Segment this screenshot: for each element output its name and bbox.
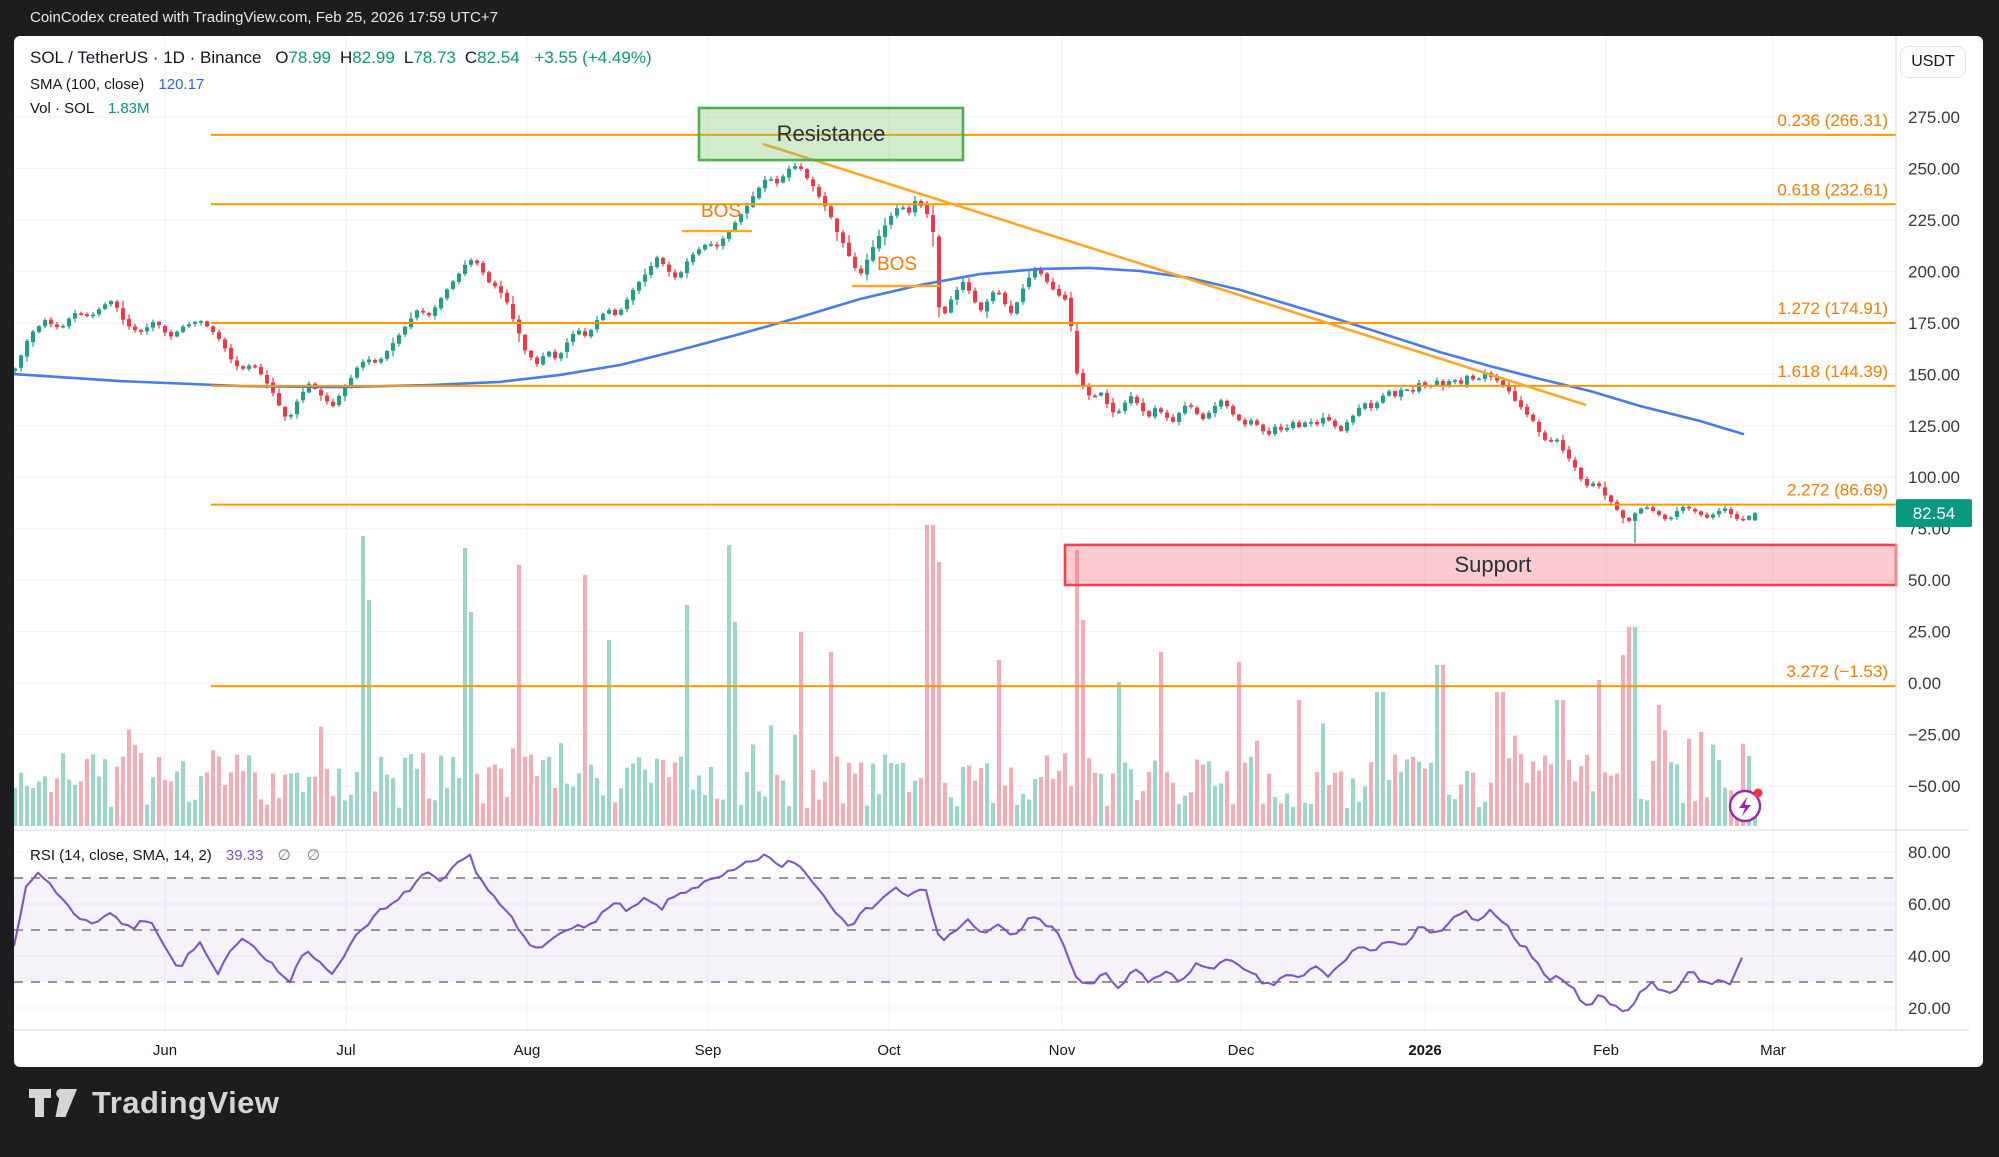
price-axis-label: 100.00 xyxy=(1908,468,1960,487)
bos-label: BOS xyxy=(877,254,917,275)
time-axis-label[interactable]: Oct xyxy=(877,1042,901,1059)
volume-label: Vol · SOL xyxy=(30,100,94,117)
sma-legend-row[interactable]: SMA (100, close) 120.17 xyxy=(30,76,204,93)
sma-label: SMA (100, close) xyxy=(30,76,145,93)
watermark-bar: CoinCodex created with TradingView.com, … xyxy=(0,0,1999,36)
ohlc-letter: H xyxy=(340,48,353,67)
time-axis-label[interactable]: Jul xyxy=(336,1042,355,1059)
instant-order-badge[interactable] xyxy=(1728,788,1763,823)
time-axis-label[interactable]: Aug xyxy=(514,1042,541,1059)
time-axis-label[interactable]: Nov xyxy=(1049,1042,1076,1059)
notification-dot xyxy=(1753,788,1763,798)
ohlc-value: 82.54 xyxy=(477,48,520,67)
ohlc-values: O78.99 H82.99 L78.73 C82.54 xyxy=(266,48,519,67)
watermark-text: CoinCodex created with TradingView.com, … xyxy=(30,9,498,26)
time-axis-label[interactable]: Jun xyxy=(153,1042,177,1059)
tradingview-wordmark: TradingView xyxy=(92,1085,280,1120)
time-axis-label[interactable]: Mar xyxy=(1760,1042,1786,1059)
volume-series xyxy=(14,525,1757,826)
time-axis-label[interactable]: Dec xyxy=(1228,1042,1255,1059)
price-axis-label: −50.00 xyxy=(1908,777,1960,796)
rsi-label: RSI (14, close, SMA, 14, 2) xyxy=(30,847,212,864)
price-axis-label: 50.00 xyxy=(1908,571,1951,590)
fib-label: 3.272 (−1.53) xyxy=(1786,662,1888,681)
time-axis-label[interactable]: 2026 xyxy=(1408,1042,1441,1059)
ohlc-value: 78.73 xyxy=(413,48,456,67)
fib-label: 2.272 (86.69) xyxy=(1787,481,1888,500)
price-axis-label: −25.00 xyxy=(1908,725,1960,744)
ohlc-letter: C xyxy=(464,48,478,67)
currency-toggle-button[interactable]: USDT xyxy=(1900,46,1966,78)
tradingview-logo[interactable]: TradingView xyxy=(28,1085,280,1121)
chart-panel: 0.236 (266.31) 0.618 (232.61) 1.272 (174.9… xyxy=(14,36,1983,1067)
support-label: Support xyxy=(1454,552,1531,577)
price-axis-label: 0.00 xyxy=(1908,674,1941,693)
trendline[interactable] xyxy=(762,142,1587,407)
rsi-line xyxy=(14,853,1743,1013)
price-axis-label: 125.00 xyxy=(1908,417,1960,436)
price-axis-label: 250.00 xyxy=(1908,160,1960,179)
footer-bar: TradingView xyxy=(0,1067,1999,1157)
price-axis-label: 275.00 xyxy=(1908,108,1960,127)
current-price-badge xyxy=(1896,499,1972,528)
rsi-hide-icons[interactable]: ∅ ∅ xyxy=(277,847,326,864)
volume-legend-row[interactable]: Vol · SOL 1.83M xyxy=(30,100,150,117)
price-axis-label: 175.00 xyxy=(1908,314,1960,333)
rsi-axis-label: 80.00 xyxy=(1908,843,1951,862)
change-value: +3.55 (+4.49%) xyxy=(534,48,652,67)
price-axis-label: 150.00 xyxy=(1908,365,1960,384)
chart-canvas[interactable]: 0.236 (266.31) 0.618 (232.61) 1.272 (174.9… xyxy=(14,36,1983,1067)
fib-label: 1.618 (144.39) xyxy=(1777,362,1888,381)
rsi-axis-label: 40.00 xyxy=(1908,947,1951,966)
price-axis-label: 225.00 xyxy=(1908,211,1960,230)
rsi-legend-row[interactable]: RSI (14, close, SMA, 14, 2) 39.33 ∅ ∅ xyxy=(30,846,326,864)
ohlc-letter: O xyxy=(275,48,289,67)
bos-label: BOS xyxy=(701,201,741,222)
time-axis-label[interactable]: Sep xyxy=(695,1042,722,1059)
rsi-axis-label: 20.00 xyxy=(1908,999,1951,1018)
resistance-box[interactable] xyxy=(697,106,965,162)
time-axis-label[interactable]: Feb xyxy=(1593,1042,1619,1059)
sma-value: 120.17 xyxy=(158,76,205,93)
rsi-axis-label: 60.00 xyxy=(1908,895,1951,914)
support-box[interactable] xyxy=(1063,543,1898,587)
sma-line xyxy=(14,266,1745,436)
symbol-legend-row[interactable]: SOL / TetherUS · 1D · Binance O78.99 H82.… xyxy=(30,48,652,68)
fib-label: 0.236 (266.31) xyxy=(1777,111,1888,130)
lightning-icon xyxy=(1739,797,1751,816)
ohlc-letter: L xyxy=(403,48,414,67)
fib-label: 1.272 (174.91) xyxy=(1777,299,1888,318)
fib-levels: 0.236 (266.31) 0.618 (232.61) 1.272 (174.9… xyxy=(211,111,1896,688)
symbol-title: SOL / TetherUS · 1D · Binance xyxy=(30,48,262,67)
resistance-label: Resistance xyxy=(777,121,886,146)
price-axis-label: 25.00 xyxy=(1908,623,1951,642)
ohlc-value: 78.99 xyxy=(288,48,332,67)
ohlc-value: 82.99 xyxy=(352,48,395,67)
fib-label: 0.618 (232.61) xyxy=(1777,180,1888,199)
price-axis-label: 200.00 xyxy=(1908,262,1960,281)
current-price-value: 82.54 xyxy=(1913,504,1956,523)
volume-value: 1.83M xyxy=(107,100,150,117)
tradingview-mark-icon xyxy=(29,1088,77,1117)
rsi-value: 39.33 xyxy=(225,847,264,864)
